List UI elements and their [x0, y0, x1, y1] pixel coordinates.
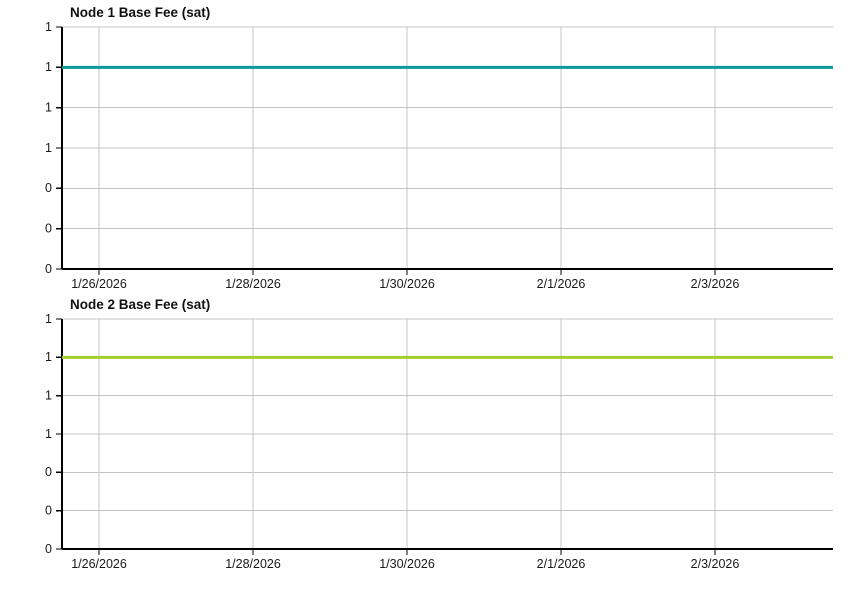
x-axis-tick-label: 2/3/2026	[691, 557, 740, 571]
y-axis-tick-label: 1	[45, 350, 52, 364]
chart-title-node-1: Node 1 Base Fee (sat)	[70, 5, 211, 20]
x-axis-tick-label: 1/30/2026	[379, 277, 435, 291]
y-axis-tick-label: 1	[45, 20, 52, 34]
y-axis-tick-label: 0	[45, 181, 52, 195]
y-axis-tick-label: 1	[45, 141, 52, 155]
y-axis-tick-label: 1	[45, 60, 52, 74]
y-axis-tick-label: 0	[45, 221, 52, 235]
x-axis-tick-label: 2/1/2026	[537, 557, 586, 571]
x-axis-tick-label: 2/1/2026	[537, 277, 586, 291]
y-axis-tick-label: 1	[45, 427, 52, 441]
y-axis-tick-label: 0	[45, 542, 52, 556]
x-axis-tick-label: 1/28/2026	[225, 557, 281, 571]
y-axis-tick-label: 1	[45, 100, 52, 114]
x-axis-tick-label: 1/26/2026	[71, 557, 127, 571]
y-axis-tick-label: 1	[45, 312, 52, 326]
chart-title-node-2: Node 2 Base Fee (sat)	[70, 297, 211, 312]
y-axis-tick-label: 0	[45, 503, 52, 517]
chart-panel-node-2: Node 2 Base Fee (sat) 1 1 1 1 0 0 0 1/26/2026 1/…	[0, 292, 860, 600]
chart-plot-node-2: 1 1 1 1 0 0 0 1/26/2026 1/28/2026 1/30/2026 2/1/20…	[45, 312, 833, 571]
y-axis-tick-label: 0	[45, 465, 52, 479]
x-axis-tick-label: 1/30/2026	[379, 557, 435, 571]
chart-plot-node-1: 1 1 1 1 0 0 0 1/26/2026 1/28/2026 1/30/2026 2/1/20…	[45, 20, 833, 291]
y-axis-tick-label: 1	[45, 388, 52, 402]
x-axis-tick-label: 1/28/2026	[225, 277, 281, 291]
x-axis-tick-label: 2/3/2026	[691, 277, 740, 291]
y-axis-tick-label: 0	[45, 262, 52, 276]
chart-panel-node-1: Node 1 Base Fee (sat) 1 1 1 1 0 0 0 1/26/2026 1/…	[0, 0, 860, 292]
x-axis-tick-label: 1/26/2026	[71, 277, 127, 291]
